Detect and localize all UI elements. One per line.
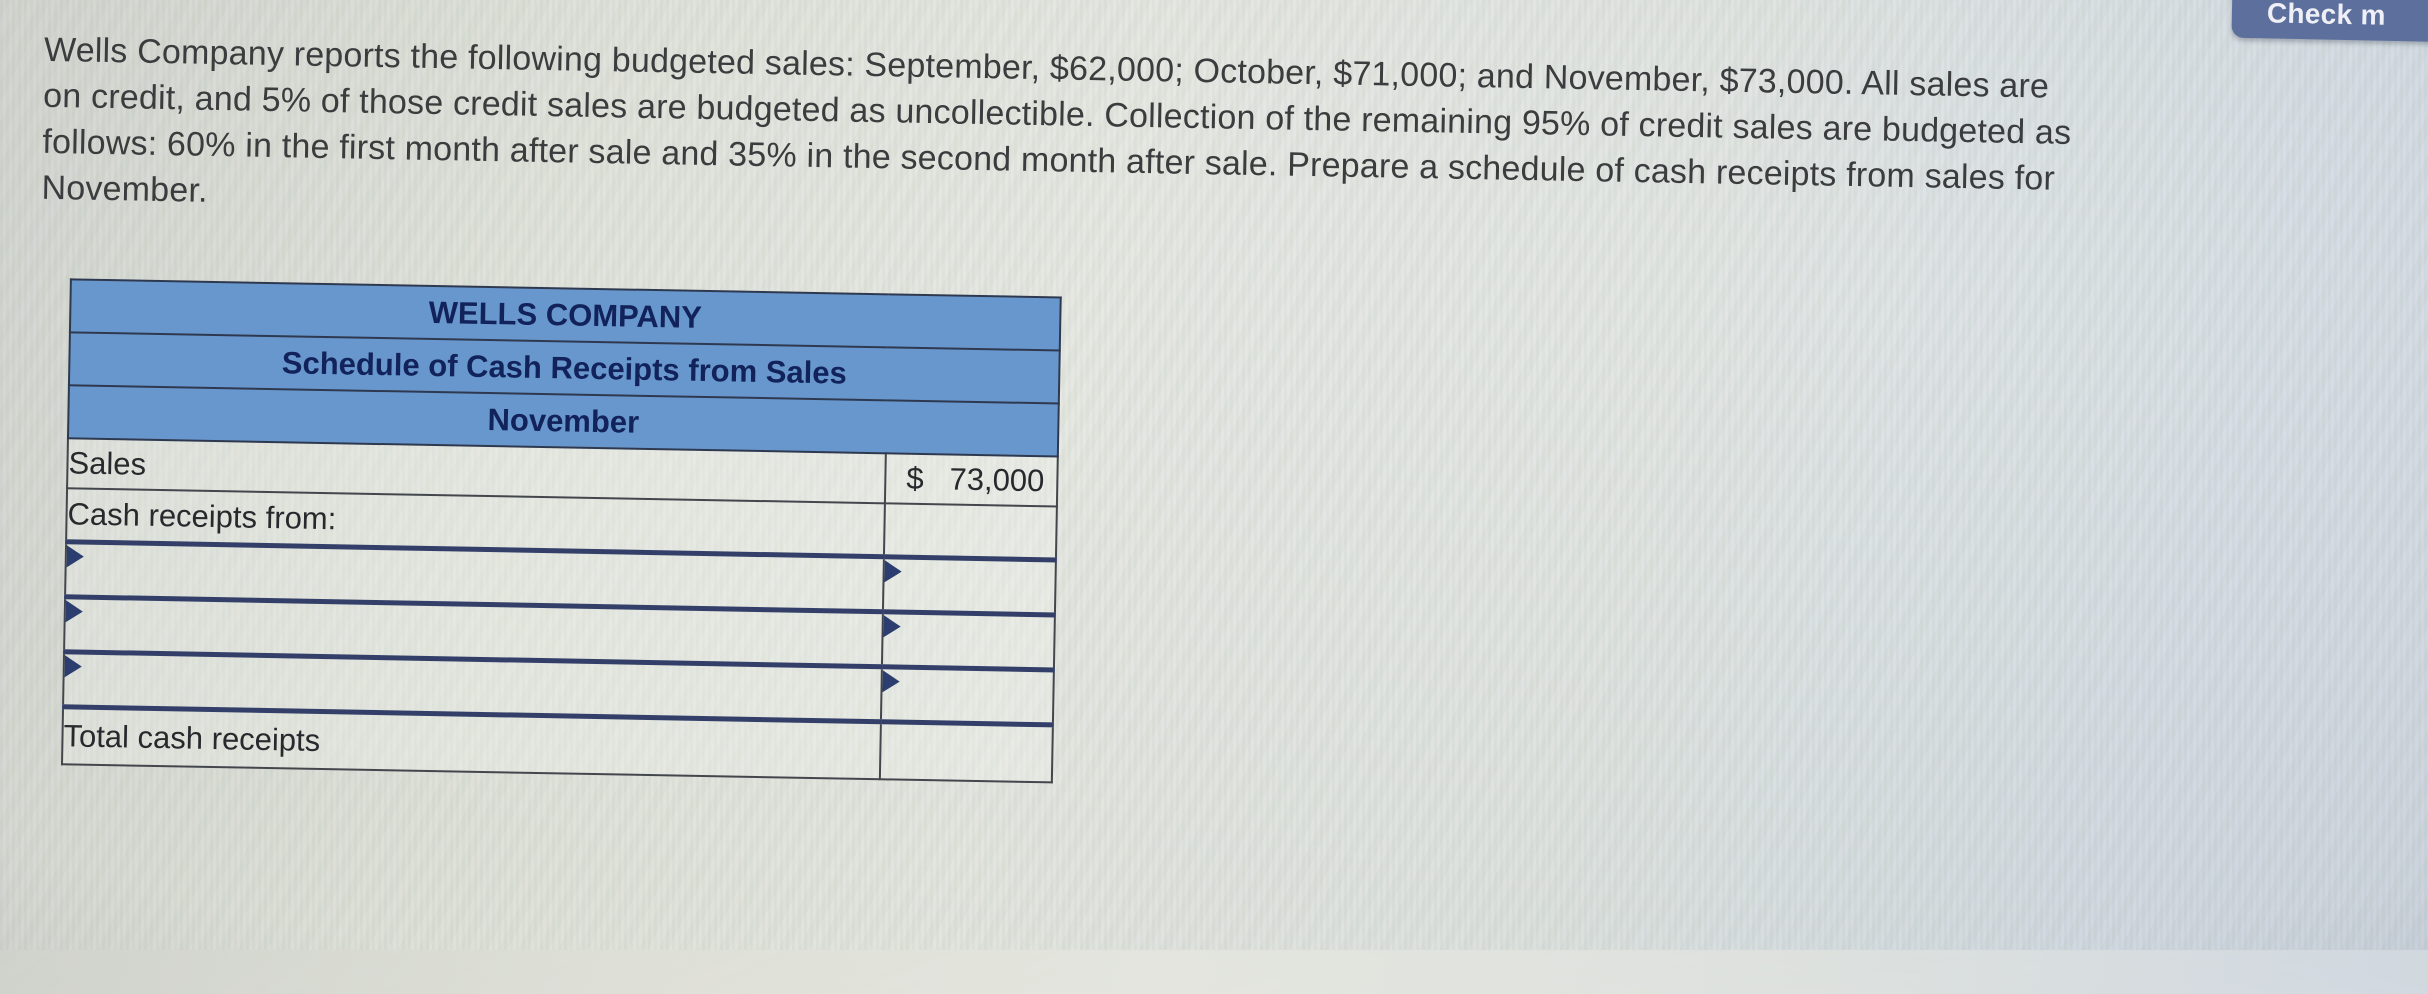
answer-amount-cell[interactable] bbox=[882, 556, 1056, 615]
sales-amount: 73,000 bbox=[949, 461, 1045, 499]
sales-amount-cell: $ 73,000 bbox=[884, 453, 1058, 507]
answer-marker-icon bbox=[883, 615, 901, 638]
empty-cell bbox=[883, 503, 1057, 560]
currency-symbol: $ bbox=[906, 460, 924, 497]
answer-marker-icon bbox=[65, 600, 84, 623]
answer-marker-icon bbox=[884, 560, 902, 583]
answer-marker-icon bbox=[882, 670, 900, 693]
answer-amount-cell[interactable] bbox=[880, 666, 1054, 725]
problem-statement: Wells Company reports the following budg… bbox=[41, 27, 2072, 248]
cash-receipts-schedule-table: WELLS COMPANY Schedule of Cash Receipts … bbox=[60, 278, 1062, 784]
check-my-work-label: Check m bbox=[2266, 0, 2387, 31]
answer-amount-cell[interactable] bbox=[881, 611, 1055, 670]
check-my-work-button[interactable]: Check m bbox=[2231, 0, 2428, 43]
total-amount-cell bbox=[879, 721, 1053, 783]
answer-marker-icon bbox=[66, 545, 85, 568]
answer-marker-icon bbox=[64, 655, 82, 678]
